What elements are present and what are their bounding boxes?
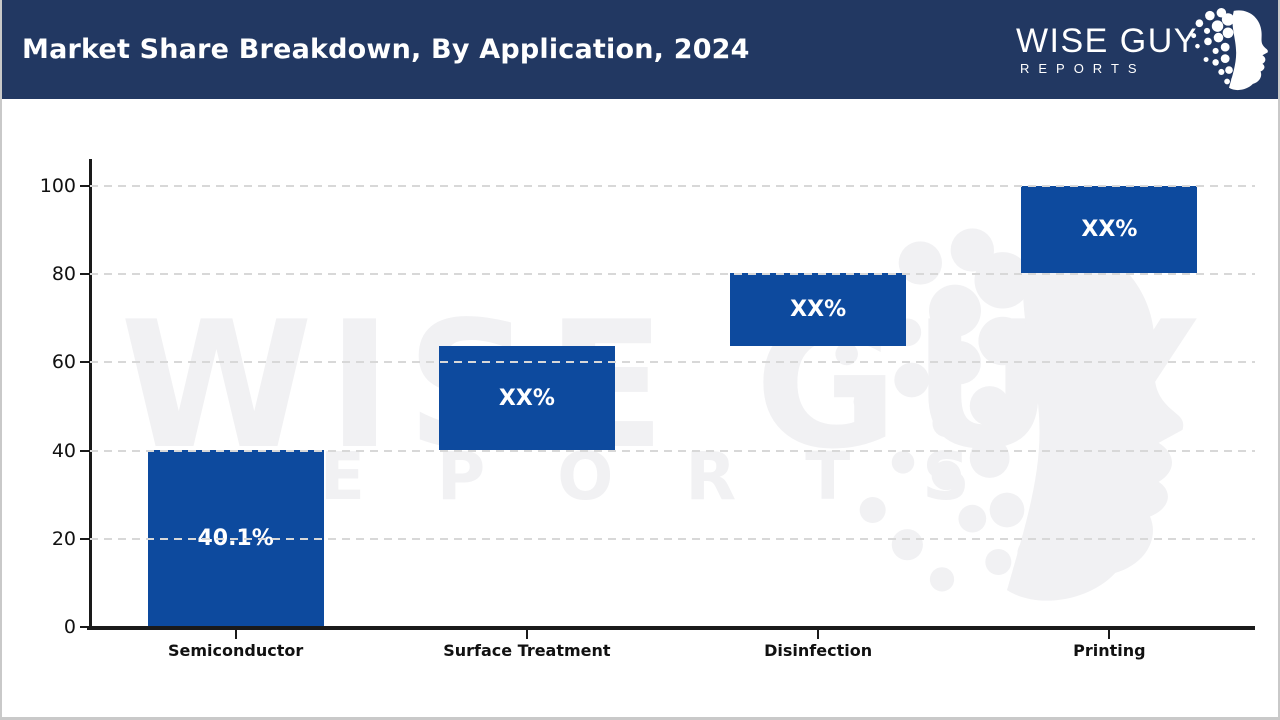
y-tick-label-100: 100 [39,175,76,197]
y-tick-mark-80 [80,273,89,276]
gridline-40 [90,449,1255,452]
x-axis-line [87,626,1255,630]
watermark-text-line2: REPORTS [197,438,1042,515]
gridline-60 [90,361,1255,364]
gridline-100 [90,185,1255,187]
logo-subtitle-text: REPORTS [1019,61,1146,76]
x-category-label-3: Printing [1073,641,1146,660]
y-tick-mark-100 [80,185,89,187]
gridline-20 [90,537,1255,540]
dotted-head-profile-icon [1191,7,1268,90]
bar-segment-surface-treatment[interactable]: XX% [438,346,615,451]
bar-segment-printing[interactable]: XX% [1021,186,1198,273]
bar-value-label: XX% [498,385,555,411]
wise-guy-reports-logo: WISE GUY REPORTS [1016,6,1278,94]
y-tick-label-60: 60 [51,351,76,374]
y-tick-label-80: 80 [51,263,76,286]
header-bar: Market Share Breakdown, By Application, … [2,0,1278,99]
chart-canvas: WISE GUY REPORTS 40.1% XX% XX% XX% [2,99,1278,717]
x-tick-mark-2 [817,630,820,639]
y-tick-mark-40 [80,449,89,452]
y-tick-mark-0 [80,626,89,628]
y-tick-label-40: 40 [51,439,76,462]
x-category-label-2: Disinfection [764,641,873,660]
x-category-label-0: Semiconductor [167,641,304,660]
gridline-80 [90,273,1255,276]
y-tick-mark-60 [80,361,89,364]
x-tick-mark-3 [1108,630,1111,639]
y-axis-line [89,159,92,629]
bar-value-label: XX% [1081,216,1138,242]
x-tick-mark-0 [234,630,237,639]
y-tick-label-0: 0 [63,616,76,638]
bar-value-label: XX% [790,296,847,322]
y-tick-mark-20 [80,537,89,540]
logo-brand-text: WISE GUY [1015,22,1198,60]
x-tick-mark-1 [525,630,528,639]
bar-segment-disinfection[interactable]: XX% [730,272,907,347]
x-category-label-1: Surface Treatment [443,641,611,660]
chart-title: Market Share Breakdown, By Application, … [22,34,750,65]
y-tick-label-20: 20 [51,527,76,550]
logo-wordmark: WISE GUY REPORTS [1016,24,1198,75]
